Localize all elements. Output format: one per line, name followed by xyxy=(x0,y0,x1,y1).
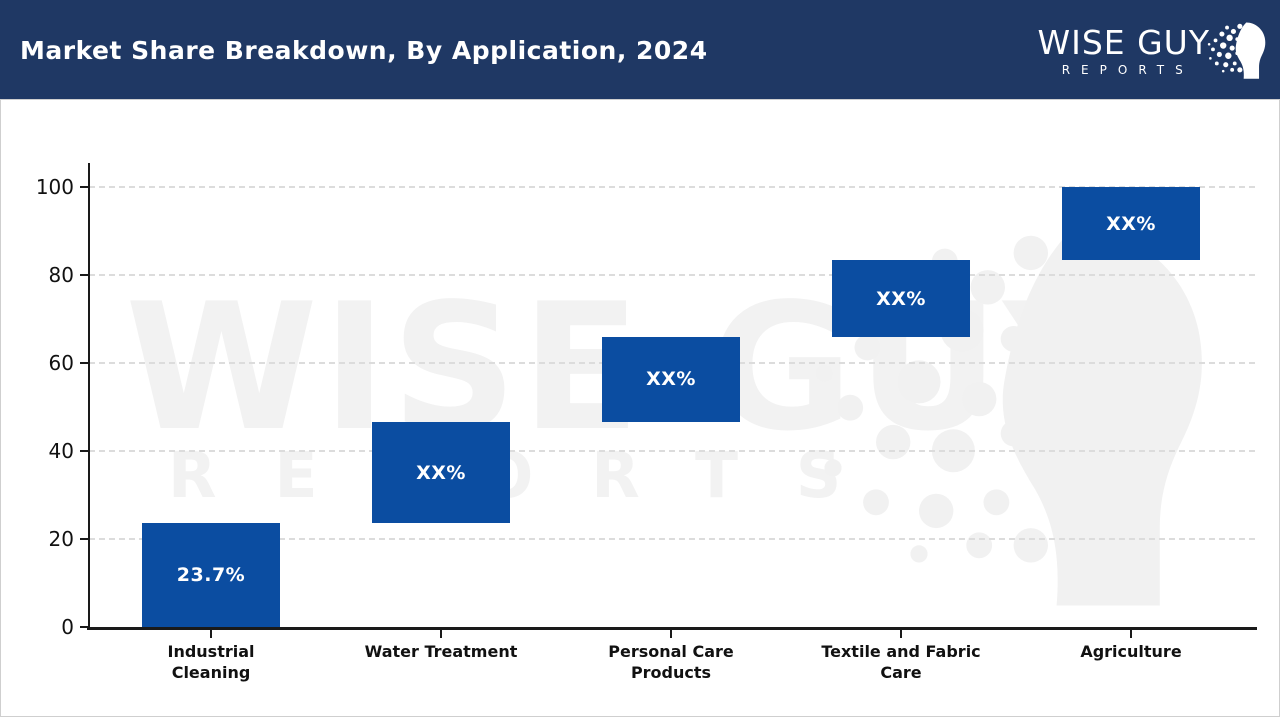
x-tick-mark xyxy=(1130,630,1132,638)
bar-segment: XX% xyxy=(1062,187,1200,261)
y-tick-label: 40 xyxy=(48,439,74,463)
y-tick-mark xyxy=(80,274,88,276)
y-tick-label: 20 xyxy=(48,527,74,551)
logo-wordmark: WISE GUY xyxy=(1037,23,1210,62)
bar-segment: XX% xyxy=(372,422,510,523)
y-tick-label: 60 xyxy=(48,351,74,375)
gridline-80 xyxy=(89,274,1255,276)
x-axis-line xyxy=(87,627,1257,630)
bar-value-label: 23.7% xyxy=(176,563,246,586)
waterfall-chart: 0 20 40 60 80 100 23.7% Industrial Cleaning XX% Wa… xyxy=(0,99,1280,717)
x-tick-mark xyxy=(670,630,672,638)
x-category-label-line: Products xyxy=(630,663,712,682)
x-category-label-line: Water Treatment xyxy=(364,642,518,661)
logo-face-icon xyxy=(1207,22,1266,79)
x-category-label-line: Care xyxy=(880,663,922,682)
logo-subtitle: REPORTS xyxy=(1061,63,1194,77)
page-title: Market Share Breakdown, By Application, … xyxy=(20,36,708,65)
y-tick-label: 80 xyxy=(48,263,74,287)
x-category-label-line: Textile and Fabric xyxy=(821,642,981,661)
x-tick-mark xyxy=(900,630,902,638)
bar-segment: 23.7% xyxy=(142,522,280,627)
bar-value-label: XX% xyxy=(876,287,926,310)
header-bar: Market Share Breakdown, By Application, … xyxy=(0,0,1280,99)
x-category-label-line: Cleaning xyxy=(171,663,251,682)
bar-value-label: XX% xyxy=(646,368,696,391)
y-axis-line xyxy=(88,163,90,629)
gridline-20 xyxy=(89,538,1255,540)
bar-value-label: XX% xyxy=(1106,212,1156,235)
x-category-label: Personal Care Products xyxy=(556,641,786,683)
bar-segment: XX% xyxy=(832,260,970,337)
y-tick-mark xyxy=(80,362,88,364)
wise-guy-logo: WISE GUY REPORTS xyxy=(1037,8,1268,92)
x-category-label: Water Treatment xyxy=(326,641,556,662)
chart-panel: WISE GUY REPORTS 0 20 40 60 80 100 23.7% Indust… xyxy=(0,99,1280,717)
gridline-40 xyxy=(89,450,1255,452)
x-category-label-line: Industrial xyxy=(167,642,255,661)
gridline-100 xyxy=(89,186,1255,188)
x-category-label: Industrial Cleaning xyxy=(96,641,326,683)
x-category-label-line: Agriculture xyxy=(1080,642,1182,661)
x-tick-mark xyxy=(210,630,212,638)
bar-segment: XX% xyxy=(602,336,740,423)
y-tick-mark xyxy=(80,186,88,188)
y-tick-label: 0 xyxy=(61,615,74,639)
x-tick-mark xyxy=(440,630,442,638)
y-tick-mark xyxy=(80,538,88,540)
x-category-label-line: Personal Care xyxy=(608,642,734,661)
y-tick-label: 100 xyxy=(35,175,74,199)
y-tick-mark xyxy=(80,450,88,452)
x-category-label: Agriculture xyxy=(1016,641,1246,662)
x-category-label: Textile and Fabric Care xyxy=(786,641,1016,683)
y-tick-mark xyxy=(80,626,88,628)
bar-value-label: XX% xyxy=(416,461,466,484)
logo-text: WISE GUY REPORTS xyxy=(1037,23,1210,77)
